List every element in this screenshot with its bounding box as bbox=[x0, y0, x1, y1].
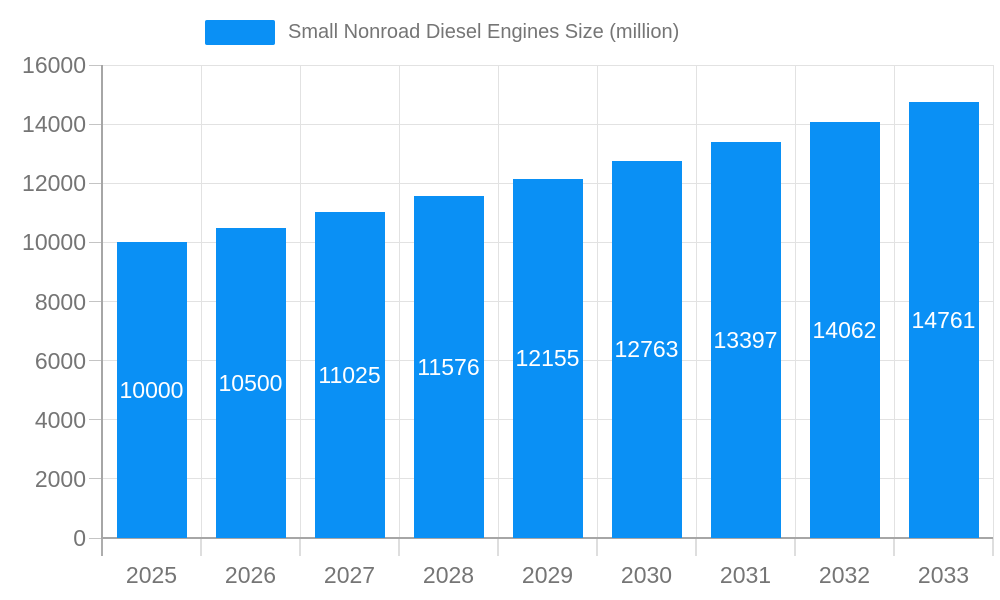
y-axis-tick-label: 8000 bbox=[34, 288, 86, 315]
bar-2027[interactable] bbox=[314, 212, 385, 538]
bar-value-label: 14062 bbox=[812, 317, 877, 344]
x-gridline bbox=[398, 65, 400, 538]
y-axis-tick bbox=[89, 301, 102, 302]
bar-value-label: 14761 bbox=[911, 306, 976, 333]
bar-value-label: 10000 bbox=[119, 377, 184, 404]
y-axis-tick-label: 4000 bbox=[34, 406, 86, 433]
y-axis-tick-label: 14000 bbox=[22, 111, 86, 138]
legend-label: Small Nonroad Diesel Engines Size (milli… bbox=[288, 21, 680, 43]
legend-item[interactable]: Small Nonroad Diesel Engines Size (milli… bbox=[205, 20, 679, 45]
bar-2028[interactable] bbox=[413, 195, 484, 538]
x-axis-tick bbox=[893, 538, 895, 556]
x-axis-tick-label: 2028 bbox=[422, 562, 475, 588]
x-axis-tick-label: 2026 bbox=[224, 562, 277, 588]
y-gridline bbox=[102, 123, 993, 125]
y-axis-tick bbox=[89, 537, 102, 539]
bar-value-label: 10500 bbox=[218, 369, 283, 396]
x-axis-tick bbox=[299, 538, 301, 556]
x-axis-tick bbox=[794, 538, 796, 556]
x-gridline bbox=[596, 65, 598, 538]
x-axis-tick bbox=[596, 538, 598, 556]
x-axis-tick-label: 2025 bbox=[125, 562, 178, 588]
x-axis-tick-label: 2031 bbox=[719, 562, 772, 588]
bar-value-label: 12155 bbox=[515, 345, 580, 372]
y-axis-tick-label: 6000 bbox=[34, 347, 86, 374]
x-axis-tick bbox=[992, 538, 994, 556]
y-axis-line bbox=[101, 65, 103, 538]
bar-value-label: 13397 bbox=[713, 326, 778, 353]
y-axis-tick-label: 10000 bbox=[22, 229, 86, 256]
y-axis-tick bbox=[89, 64, 102, 66]
x-gridline bbox=[497, 65, 499, 538]
x-gridline bbox=[695, 65, 697, 538]
y-axis-tick-label: 16000 bbox=[22, 52, 86, 78]
y-axis-tick bbox=[89, 360, 102, 362]
bar-2026[interactable] bbox=[215, 227, 286, 538]
bar-2032[interactable] bbox=[809, 122, 880, 538]
y-axis-tick bbox=[89, 182, 102, 184]
y-gridline bbox=[102, 64, 993, 66]
x-gridline bbox=[794, 65, 796, 538]
bar-2033[interactable] bbox=[908, 101, 979, 538]
x-axis-tick bbox=[695, 538, 697, 556]
x-axis-tick-label: 2030 bbox=[620, 562, 673, 588]
bar-value-label: 11025 bbox=[318, 362, 381, 389]
legend-swatch-icon bbox=[205, 20, 275, 45]
bar-2025[interactable] bbox=[116, 242, 187, 538]
y-axis-tick-label: 2000 bbox=[34, 465, 86, 492]
x-gridline bbox=[200, 65, 202, 538]
x-axis-tick-label: 2027 bbox=[323, 562, 376, 588]
bar-value-label: 12763 bbox=[614, 336, 679, 363]
x-gridline bbox=[299, 65, 301, 538]
x-axis-line bbox=[101, 537, 993, 539]
x-axis-tick bbox=[101, 538, 103, 556]
y-axis-tick bbox=[89, 478, 102, 480]
y-axis-tick-label: 12000 bbox=[22, 170, 86, 197]
y-axis-tick bbox=[89, 123, 102, 125]
x-gridline bbox=[992, 65, 994, 538]
x-axis-tick bbox=[398, 538, 400, 556]
x-axis-tick-label: 2032 bbox=[818, 562, 871, 588]
y-axis-tick bbox=[89, 419, 102, 421]
x-axis-tick bbox=[497, 538, 499, 556]
bar-2030[interactable] bbox=[611, 160, 682, 538]
bar-2029[interactable] bbox=[512, 178, 583, 538]
x-axis-tick bbox=[200, 538, 202, 556]
bar-value-label: 11576 bbox=[417, 353, 480, 380]
x-axis-tick-label: 2029 bbox=[521, 562, 574, 588]
x-gridline bbox=[893, 65, 895, 538]
x-axis-tick-label: 2033 bbox=[917, 562, 970, 588]
bar-2031[interactable] bbox=[710, 141, 781, 538]
y-axis-tick-label: 0 bbox=[73, 525, 86, 551]
y-axis-tick bbox=[89, 241, 102, 243]
